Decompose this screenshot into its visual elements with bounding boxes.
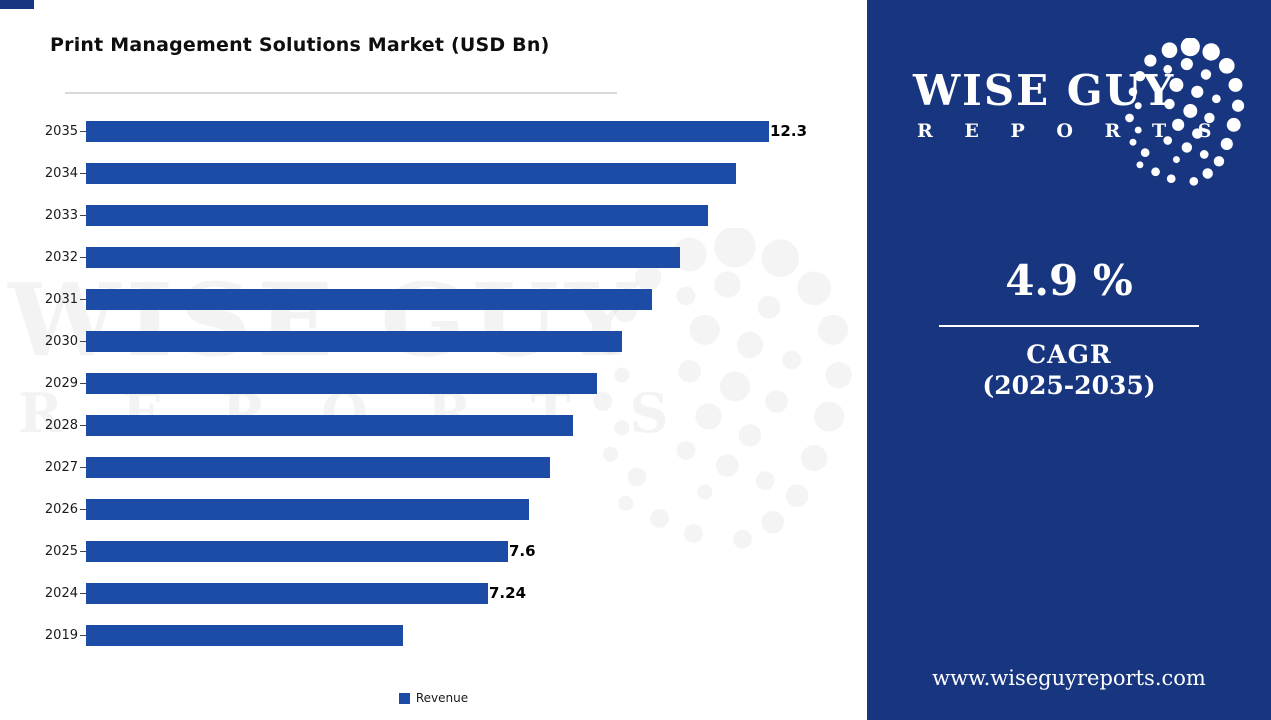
y-axis-tick: [80, 634, 86, 636]
y-axis-tick: [80, 550, 86, 552]
y-axis-label: 2026: [44, 501, 78, 517]
cagr-title: CAGR: [1026, 340, 1112, 369]
y-axis-tick: [80, 172, 86, 174]
bar-row: 2033: [4, 194, 864, 236]
cagr-value: 4.9 %: [1005, 256, 1133, 305]
legend-label: Revenue: [415, 691, 469, 705]
bar-row: 2030: [4, 320, 864, 362]
bar-row: 2025 7.6: [4, 530, 864, 572]
bar: [86, 540, 508, 562]
bar: [86, 204, 708, 226]
bar-chart: 2035 12.3 2034 2033 2032 2031 2030 2029 2028 2027…: [4, 110, 864, 656]
y-axis-tick: [80, 382, 86, 384]
corner-accent: [0, 0, 34, 9]
brand-logo: WISE GUY R E P O R T S: [867, 0, 1271, 210]
legend-swatch-icon: [398, 692, 410, 704]
website-link[interactable]: www.wiseguyreports.com: [932, 666, 1206, 690]
y-axis-label: 2030: [44, 333, 78, 349]
y-axis-label: 2032: [44, 249, 78, 265]
bar-row: 2027: [4, 446, 864, 488]
bar-row: 2024 7.24: [4, 572, 864, 614]
bar: [86, 330, 622, 352]
bar-row: 2029: [4, 362, 864, 404]
bar: [86, 414, 573, 436]
y-axis-label: 2033: [44, 207, 78, 223]
bar-row: 2026: [4, 488, 864, 530]
cagr-divider: [939, 325, 1199, 327]
y-axis-label: 2027: [44, 459, 78, 475]
bar-row: 2019: [4, 614, 864, 656]
bar-row: 2034: [4, 152, 864, 194]
y-axis-tick: [80, 424, 86, 426]
y-axis-label: 2024: [44, 585, 78, 601]
bar: [86, 162, 736, 184]
y-axis-label: 2019: [44, 627, 78, 643]
y-axis-label: 2035: [44, 123, 78, 139]
y-axis-tick: [80, 592, 86, 594]
bar: [86, 624, 403, 646]
bar-row: 2035 12.3: [4, 110, 864, 152]
cagr-range: (2025-2035): [982, 371, 1156, 400]
y-axis-label: 2029: [44, 375, 78, 391]
y-axis-tick: [80, 298, 86, 300]
y-axis-tick: [80, 214, 86, 216]
bar-value-label: 7.6: [509, 542, 536, 560]
bar-value-label: 12.3: [770, 122, 808, 140]
bar: [86, 456, 551, 478]
title-divider: [65, 92, 617, 94]
bar-row: 2031: [4, 278, 864, 320]
bar: [86, 372, 597, 394]
bar-row: 2032: [4, 236, 864, 278]
y-axis-tick: [80, 508, 86, 510]
bar: [86, 288, 653, 310]
y-axis-label: 2034: [44, 165, 78, 181]
chart-area: WISE GUY R E P O R T S Print Management …: [0, 0, 867, 705]
y-axis-label: 2031: [44, 291, 78, 307]
y-axis-tick: [80, 466, 86, 468]
chart-title: Print Management Solutions Market (USD B…: [50, 34, 550, 56]
y-axis-tick: [80, 256, 86, 258]
side-panel: WISE GUY R E P O R T S 4.9 % CAGR (2025-…: [867, 0, 1271, 720]
y-axis-tick: [80, 340, 86, 342]
y-axis-tick: [80, 130, 86, 132]
bar-value-label: 7.24: [489, 584, 527, 602]
legend: Revenue: [0, 691, 867, 705]
y-axis-label: 2025: [44, 543, 78, 559]
brand-logo-line2: R E P O R T S: [917, 120, 1224, 142]
bar: [86, 246, 681, 268]
bar: [86, 498, 529, 520]
brand-head-icon: [1125, 38, 1245, 186]
y-axis-label: 2028: [44, 417, 78, 433]
bar: [86, 582, 488, 604]
bar-row: 2028: [4, 404, 864, 446]
bar: [86, 120, 769, 142]
